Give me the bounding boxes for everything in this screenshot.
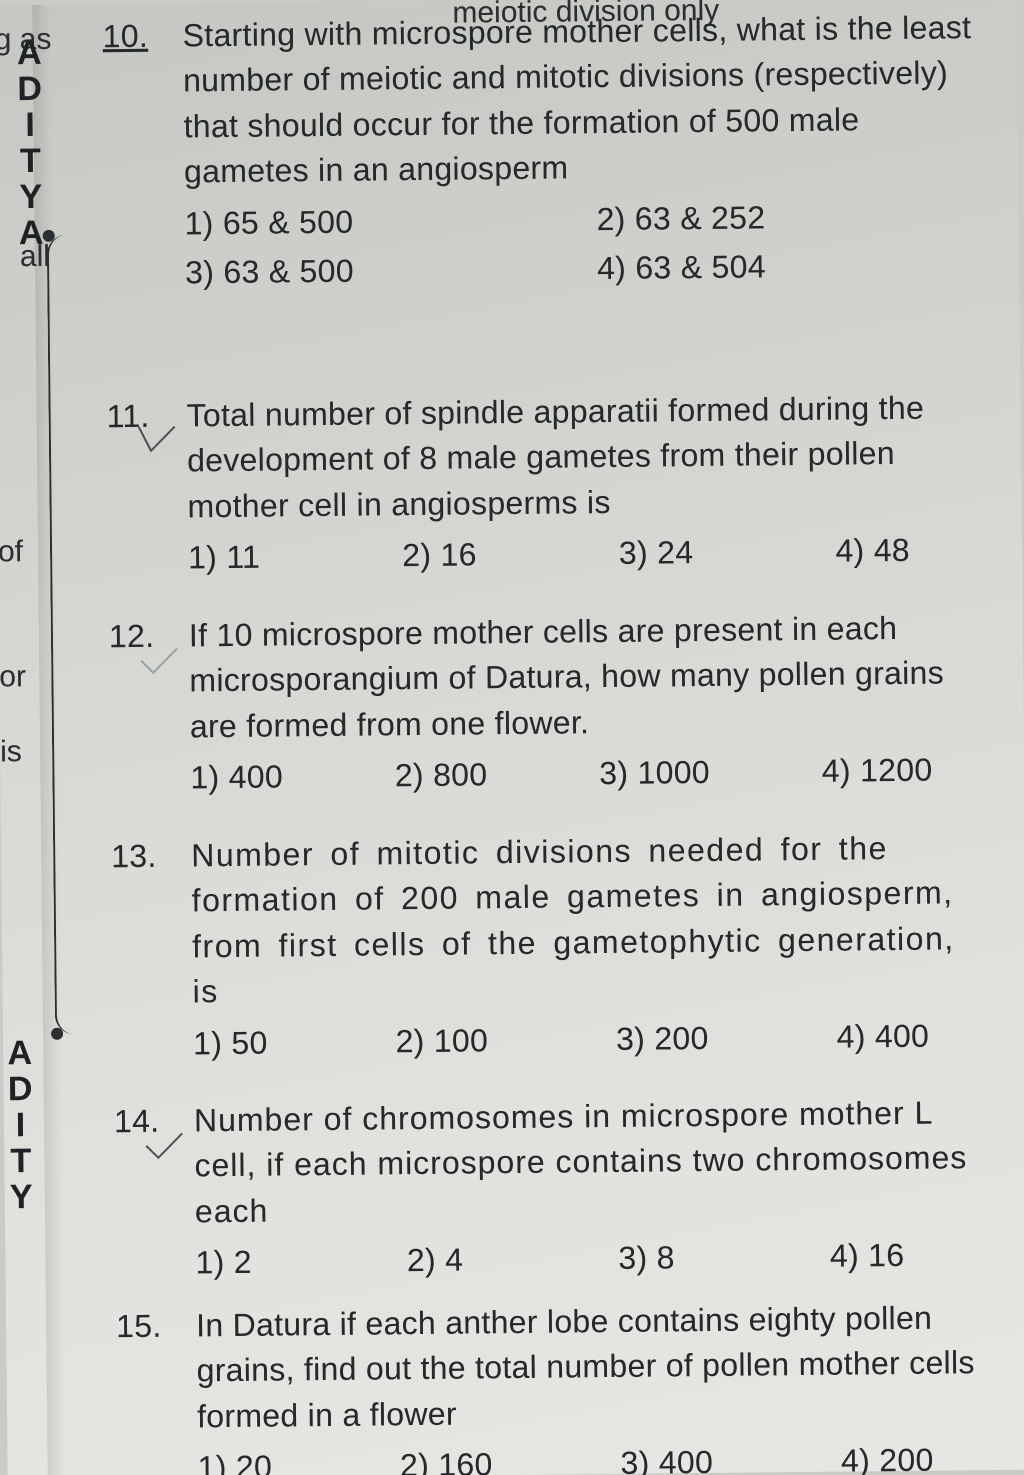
- q12-options: 1) 400 2) 800 3) 1000 4) 1200: [110, 747, 994, 802]
- v1-l0: A: [13, 35, 47, 71]
- content-area: meiotic division only g as A D I T Y A a…: [52, 0, 1011, 1475]
- question-11: 11. Total number of spindle apparatii fo…: [106, 385, 992, 582]
- question-14: 14. Number of chromosomes in microspore …: [114, 1090, 1000, 1287]
- side-text-all: all: [20, 240, 50, 274]
- q15-text: In Datura if each anther lobe contains e…: [116, 1295, 1001, 1441]
- v1-l2: I: [13, 107, 47, 143]
- q13-options: 1) 50 2) 100 3) 200 4) 400: [113, 1013, 997, 1068]
- tick-icon: [137, 423, 177, 455]
- q14-options: 1) 2 2) 4 3) 8 4) 16: [115, 1232, 999, 1287]
- vertical-aditya-2: A D I T Y: [3, 1035, 39, 1215]
- q14-opt3: 3) 8: [618, 1235, 770, 1282]
- q12-text: If 10 microspore mother cells are presen…: [109, 605, 994, 751]
- q13-text: Number of mitotic divisions needed for t…: [111, 825, 997, 1016]
- q15-opt1: 1) 20: [197, 1444, 340, 1475]
- q15-opt2: 2) 160: [400, 1442, 561, 1475]
- bracket-icon: [47, 235, 87, 1035]
- q12-opt1: 1) 400: [190, 754, 345, 801]
- v2-l0: A: [3, 1035, 37, 1071]
- q12-opt2: 2) 800: [395, 752, 550, 799]
- q15-opt3: 3) 400: [620, 1440, 781, 1475]
- page: meiotic division only g as A D I T Y A a…: [0, 0, 1024, 1475]
- q10-number: 10.: [102, 14, 162, 60]
- tick-icon: [139, 643, 179, 675]
- q11-opt3: 3) 24: [619, 530, 776, 577]
- q14-text: Number of chromosomes in microspore moth…: [114, 1090, 999, 1236]
- v2-l2: I: [4, 1107, 38, 1143]
- q10-options: 1) 65 & 500 2) 63 & 252 3) 63 & 500 4) 6…: [104, 193, 989, 297]
- tick-icon: [144, 1128, 184, 1160]
- q13-opt2: 2) 100: [395, 1017, 556, 1064]
- q10-opt3: 3) 63 & 500: [185, 246, 577, 296]
- q10-text: Starting with microspore mother cells, w…: [102, 5, 988, 196]
- q11-text: Total number of spindle apparatii formed…: [106, 385, 991, 531]
- side-text-of: of: [0, 535, 23, 569]
- v1-l4: Y: [14, 179, 48, 215]
- side-text-is: is: [0, 735, 22, 769]
- q14-opt4: 4) 16: [830, 1232, 1000, 1279]
- q15-number: 15.: [116, 1304, 176, 1350]
- q10-opt2: 2) 63 & 252: [596, 193, 988, 243]
- question-13: 13. Number of mitotic divisions needed f…: [111, 825, 997, 1067]
- side-text-or: or: [0, 660, 26, 694]
- question-15: 15. In Datura if each anther lobe contai…: [116, 1295, 1002, 1475]
- q12-opt4: 4) 1200: [822, 747, 995, 794]
- v2-l3: T: [4, 1143, 38, 1179]
- q14-opt2: 2) 4: [407, 1237, 559, 1284]
- q10-opt1: 1) 65 & 500: [184, 197, 576, 247]
- q10-opt4: 4) 63 & 504: [597, 242, 989, 292]
- v1-l3: T: [14, 143, 48, 179]
- q13-opt1: 1) 50: [193, 1020, 336, 1067]
- q11-opt2: 2) 16: [402, 532, 559, 579]
- q14-opt1: 1) 2: [195, 1239, 347, 1286]
- q11-opt1: 1) 11: [188, 534, 343, 581]
- v1-l1: D: [13, 71, 47, 107]
- q13-opt4: 4) 400: [836, 1013, 997, 1060]
- q11-opt4: 4) 48: [835, 527, 992, 574]
- vertical-aditya-1: A D I T Y A: [13, 35, 49, 251]
- q15-options: 1) 20 2) 160 3) 400 4) 200: [117, 1437, 1001, 1475]
- v2-l4: Y: [5, 1179, 39, 1215]
- q13-opt3: 3) 200: [616, 1015, 777, 1062]
- question-10: 10. Starting with microspore mother cell…: [102, 5, 989, 297]
- v2-l1: D: [3, 1071, 37, 1107]
- q15-opt4: 4) 200: [841, 1437, 1002, 1475]
- q11-options: 1) 11 2) 16 3) 24 4) 48: [108, 527, 992, 582]
- q13-number: 13.: [111, 834, 171, 880]
- question-12: 12. If 10 microspore mother cells are pr…: [109, 605, 995, 802]
- q12-opt3: 3) 1000: [599, 750, 772, 797]
